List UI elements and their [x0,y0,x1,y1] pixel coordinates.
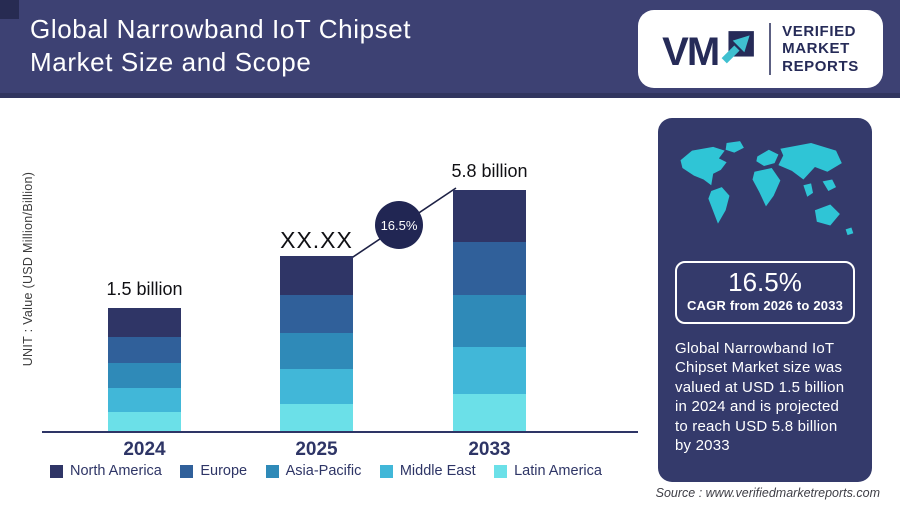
world-map-icon [658,118,872,257]
page-title-line1: Global Narrowband IoT Chipset [30,14,412,44]
header-bottom-edge [0,93,900,98]
stacked-bar-2025 [280,256,353,431]
legend-swatch-icon [180,464,194,478]
bar-segment [280,369,353,404]
bar-segment [280,295,353,333]
stacked-bar-2033 [453,190,526,431]
legend-label: Asia-Pacific [285,463,362,479]
legend-label: Europe [200,463,248,479]
bar-segment [108,388,181,412]
brand-line: REPORTS [782,57,859,75]
summary-panel: 16.5% CAGR from 2026 to 2033 Global Narr… [658,118,872,482]
cagr-annotation-value: 16.5% [380,217,418,233]
source-attribution: Source : www.verifiedmarketreports.com [655,486,880,500]
bar-value-label: 1.5 billion [106,279,183,299]
brand-name: VERIFIED MARKET REPORTS [782,23,859,75]
bar-segment [453,190,526,242]
page-title: Global Narrowband IoT Chipset Market Siz… [30,13,411,79]
bar-segment [453,295,526,347]
corner-accent-square [0,0,19,19]
chart-legend: North America Europe Asia-Pacific Middle Ea… [50,463,602,479]
x-axis-tick-label: 2024 [123,439,166,460]
x-axis-line [42,431,638,433]
legend-label: Latin America [514,463,602,479]
legend-item: Middle East [379,463,476,479]
vmr-logo: VM VERIFIED MARKET REPORTS [638,10,883,88]
vmr-logo-letters: VM [662,29,720,74]
arrow-up-right-icon [720,29,756,70]
bar-segment [453,347,526,394]
bar-segment [280,256,353,295]
legend-item: North America [50,463,162,479]
logo-divider [769,23,772,75]
market-summary-text: Global Narrowband IoT Chipset Market siz… [675,339,845,455]
legend-item: Europe [180,463,247,479]
cagr-annotation-bubble: 16.5% [375,201,423,249]
bar-segment [108,308,181,337]
stacked-bar-2024 [108,308,181,431]
bar-segment [453,242,526,295]
legend-swatch-icon [379,464,393,478]
vmr-logo-mark: VM [662,29,756,74]
x-axis-tick-label: 2033 [468,439,511,460]
cagr-caption: CAGR from 2026 to 2033 [686,297,844,313]
x-axis-tick-label: 2025 [295,439,338,460]
legend-swatch-icon [265,464,279,478]
legend-label: Middle East [399,463,476,479]
bar-value-label: XX.XX [280,227,353,253]
legend-item: Latin America [494,463,602,479]
bar-segment [108,337,181,363]
bar-segment [280,333,353,369]
bar-segment [280,404,353,431]
page-title-line2: Market Size and Scope [30,46,312,77]
cagr-value: 16.5% [728,267,802,297]
legend-swatch-icon [50,464,63,478]
brand-line: VERIFIED [782,22,857,40]
y-axis-label: UNIT : Value (USD Million/Billion) [21,171,35,367]
legend-item: Asia-Pacific [265,463,362,479]
legend-swatch-icon [494,464,508,478]
brand-line: MARKET [782,40,850,58]
legend-label: North America [70,463,162,479]
cagr-box: 16.5% CAGR from 2026 to 2033 [675,261,855,324]
bar-segment [453,394,526,431]
bar-segment [108,412,181,431]
bar-segment [108,363,181,388]
bar-value-label: 5.8 billion [451,161,528,181]
